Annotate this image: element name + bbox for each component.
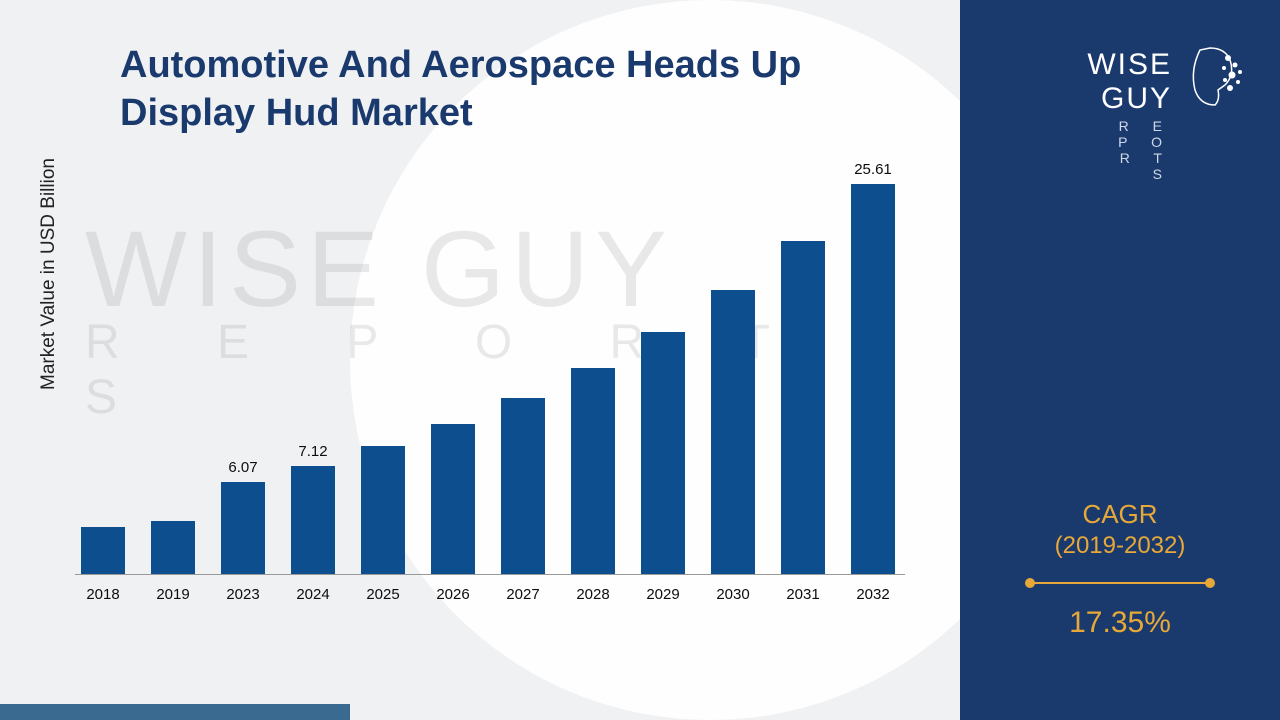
x-tick-2026: 2026 [423,586,483,603]
x-tick-2024: 2024 [283,586,343,603]
x-tick-2032: 2032 [843,586,903,603]
bar-2026 [431,424,475,574]
logo-sub: R E P O R T S [1087,118,1172,182]
bar-value-2032: 25.61 [843,161,903,178]
chart-title: Automotive And Aerospace Heads Up Displa… [120,42,860,137]
bar-2032 [851,184,895,574]
footer-accent-bar [0,704,350,720]
x-tick-2028: 2028 [563,586,623,603]
logo-main: WISE GUY [1087,48,1172,116]
bar-2028 [571,368,615,574]
x-tick-2025: 2025 [353,586,413,603]
logo-text: WISE GUY R E P O R T S [1087,48,1172,182]
head-icon [1180,40,1250,110]
x-tick-2019: 2019 [143,586,203,603]
bar-value-2023: 6.07 [213,459,273,476]
bar-area: 6.077.1225.61 [75,185,905,575]
x-tick-2031: 2031 [773,586,833,603]
x-tick-2027: 2027 [493,586,553,603]
bar-2019 [151,521,195,574]
x-tick-2029: 2029 [633,586,693,603]
x-tick-2030: 2030 [703,586,763,603]
bar-2027 [501,398,545,574]
bar-2030 [711,290,755,574]
cagr-divider [1030,582,1210,584]
cagr-block: CAGR (2019-2032) 17.35% [1000,499,1240,640]
bar-value-2024: 7.12 [283,443,343,460]
x-tick-2018: 2018 [73,586,133,603]
y-axis-label: Market Value in USD Billion [38,158,60,390]
bar-2018 [81,527,125,574]
bar-2031 [781,241,825,575]
bar-chart: 6.077.1225.61 20182019202320242025202620… [75,185,905,605]
cagr-value: 17.35% [1000,606,1240,640]
cagr-period: (2019-2032) [1000,532,1240,560]
bar-2023 [221,482,265,574]
page: WISE GUY R E P O R T S Automotive And Ae… [0,0,1280,720]
bar-2024 [291,466,335,574]
bar-2025 [361,446,405,574]
x-tick-2023: 2023 [213,586,273,603]
cagr-label: CAGR [1000,499,1240,530]
side-panel: WISE GUY R E P O R T S CAGR (2019-2032) … [960,0,1280,720]
bar-2029 [641,332,685,574]
main-panel: WISE GUY R E P O R T S Automotive And Ae… [0,0,960,720]
